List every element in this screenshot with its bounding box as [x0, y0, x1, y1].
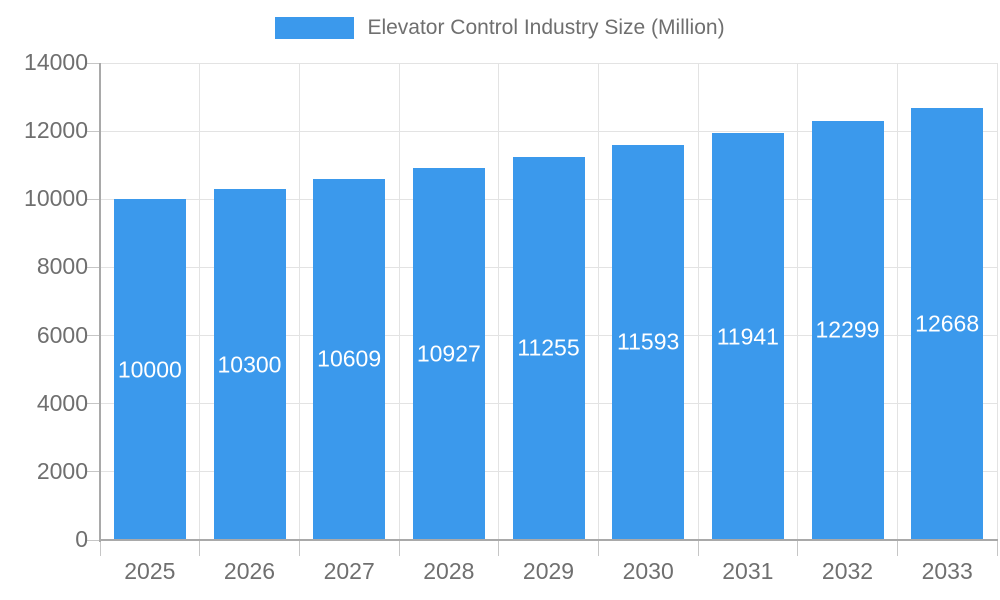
legend-label[interactable]: Elevator Control Industry Size (Million): [367, 16, 725, 39]
y-gridline: [100, 62, 997, 64]
bar[interactable]: 10300: [213, 189, 286, 540]
bar[interactable]: 10927: [412, 167, 485, 540]
bar[interactable]: 11255: [512, 156, 585, 540]
bar[interactable]: 12668: [911, 108, 984, 540]
legend-swatch-icon[interactable]: [275, 17, 355, 39]
y-axis-tick-label: 4000: [36, 389, 88, 416]
y-axis-tick-label: 8000: [36, 253, 88, 280]
x-tick-mark: [697, 540, 699, 556]
bar-value-label: 10000: [117, 356, 182, 383]
y-axis-line: [99, 63, 101, 542]
x-gridline: [199, 63, 201, 540]
x-axis-tick-label: 2032: [821, 558, 874, 584]
x-gridline: [797, 63, 799, 540]
bar-value-label: 10609: [317, 345, 382, 372]
x-gridline: [597, 63, 599, 540]
x-axis-tick-label: 2029: [522, 558, 575, 584]
bar[interactable]: 10609: [313, 178, 386, 540]
bar[interactable]: 11593: [612, 145, 685, 540]
x-axis-tick-label: 2028: [423, 558, 475, 584]
x-gridline: [996, 63, 998, 540]
bar-value-label: 11941: [716, 323, 779, 350]
x-tick-mark: [498, 540, 500, 556]
bar[interactable]: 10000: [113, 199, 186, 540]
x-axis-tick-label: 2026: [223, 558, 276, 584]
x-axis-tick-label: 2025: [124, 558, 176, 584]
y-tick-mark: [85, 130, 100, 132]
x-axis-tick-label: 2027: [323, 558, 375, 584]
x-axis-line: [99, 539, 998, 541]
y-tick-mark: [85, 266, 100, 268]
y-axis-tick-label: 10000: [24, 185, 88, 212]
x-tick-mark: [597, 540, 599, 556]
y-axis-tick-label: 6000: [36, 321, 88, 348]
x-gridline: [498, 63, 500, 540]
bar-value-label: 12299: [815, 316, 880, 343]
bar-value-label: 11255: [517, 334, 580, 361]
y-tick-mark: [85, 471, 100, 473]
y-axis-tick-label: 2000: [36, 457, 88, 484]
x-tick-mark: [996, 540, 998, 556]
x-tick-mark: [298, 540, 300, 556]
bar-value-label: 10300: [217, 351, 282, 378]
x-gridline: [398, 63, 400, 540]
x-gridline: [896, 63, 898, 540]
bar[interactable]: 11941: [711, 133, 784, 540]
x-tick-mark: [199, 540, 201, 556]
legend: Elevator Control Industry Size (Million): [0, 16, 1000, 40]
y-gridline: [100, 130, 997, 132]
bar-value-label: 11593: [617, 328, 680, 355]
y-axis-tick-label: 12000: [24, 117, 88, 144]
bar-value-label: 10927: [416, 340, 481, 367]
x-gridline: [298, 63, 300, 540]
x-gridline: [697, 63, 699, 540]
x-tick-mark: [797, 540, 799, 556]
x-axis-tick-label: 2030: [622, 558, 674, 584]
x-tick-mark: [896, 540, 898, 556]
y-tick-mark: [85, 62, 100, 64]
y-tick-mark: [85, 539, 100, 541]
bar[interactable]: 12299: [811, 120, 884, 540]
x-axis-tick-label: 2033: [921, 558, 973, 584]
y-tick-mark: [85, 403, 100, 405]
y-axis-tick-label: 14000: [24, 48, 88, 75]
x-axis-tick-label: 2031: [722, 558, 774, 584]
bar-value-label: 12668: [915, 310, 980, 337]
y-axis-tick-label: 0: [75, 525, 88, 552]
x-tick-mark: [398, 540, 400, 556]
y-tick-mark: [85, 335, 100, 337]
x-tick-mark: [99, 540, 101, 556]
y-tick-mark: [85, 198, 100, 200]
